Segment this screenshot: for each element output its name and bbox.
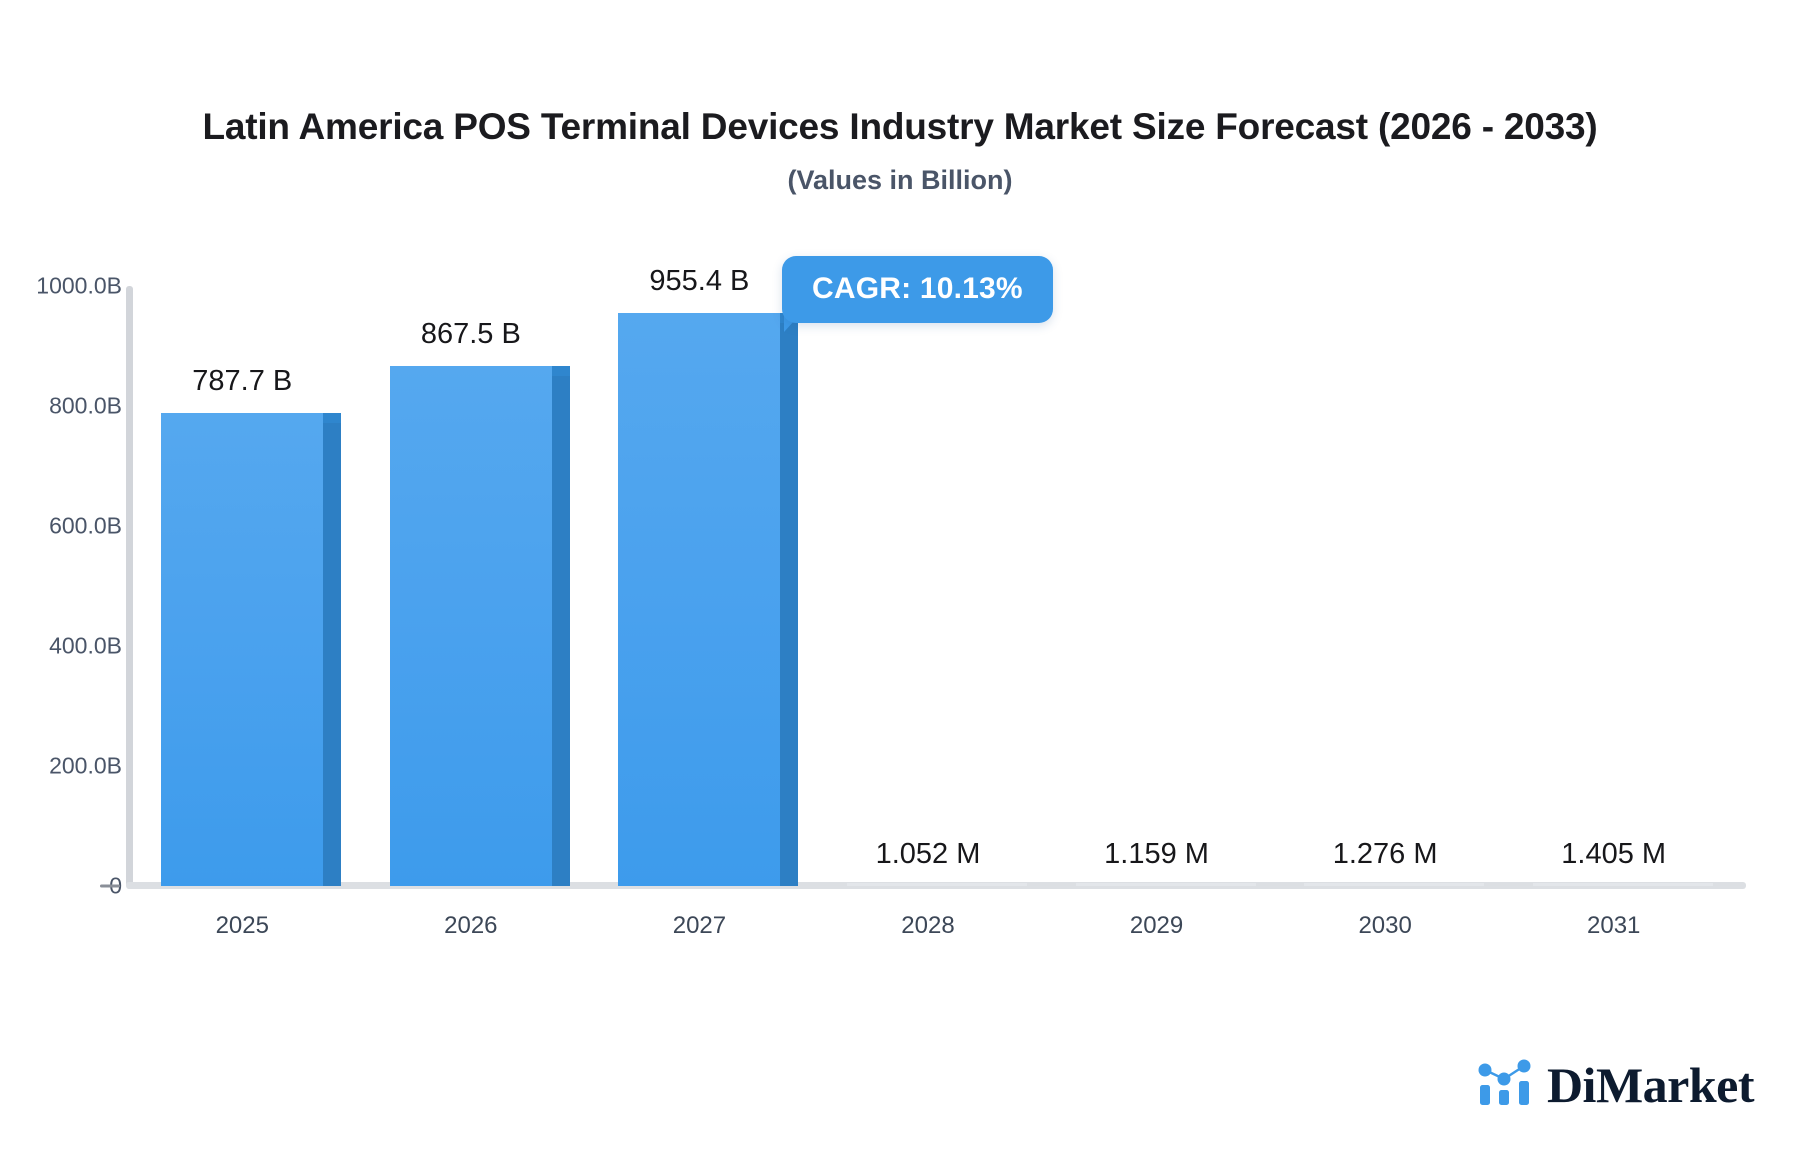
- brand-name: DiMarket: [1546, 1056, 1755, 1113]
- bar[interactable]: [1532, 883, 1713, 886]
- bar-chart-logo-icon: [1477, 1057, 1533, 1112]
- y-axis-tick-label: 800.0B: [49, 392, 122, 419]
- x-axis-tick-label: 2028: [901, 912, 955, 939]
- bar-side-3d: [323, 423, 342, 886]
- x-axis-tick-label: 2031: [1587, 912, 1641, 939]
- bar-top-3d: [323, 413, 342, 424]
- brand-logo: DiMarket: [1477, 1056, 1755, 1113]
- x-axis-tick-label: 2030: [1358, 912, 1412, 939]
- bar-value-label: 1.405 M: [1561, 837, 1667, 870]
- bar-top-3d: [551, 365, 570, 376]
- bar-value-label: 787.7 B: [192, 365, 293, 398]
- bar[interactable]: [1304, 883, 1485, 886]
- x-axis-tick-label: 2027: [672, 912, 727, 939]
- bar[interactable]: [847, 883, 1027, 886]
- bar-value-label: 1.052 M: [875, 837, 981, 870]
- chart-subtitle: (Values in Billion): [787, 165, 1013, 195]
- bar-value-label: 1.276 M: [1332, 837, 1438, 870]
- bar[interactable]: [389, 365, 570, 886]
- bar-value-label: 867.5 B: [420, 317, 521, 350]
- bar-side-3d: [780, 322, 799, 886]
- y-axis-zero-tick: [100, 884, 120, 888]
- plot-area: [128, 286, 1728, 886]
- bar[interactable]: [1075, 883, 1256, 886]
- x-axis-tick-label: 2029: [1129, 912, 1184, 939]
- x-axis-tick-label: 2026: [444, 912, 498, 939]
- bar-value-label: 1.159 M: [1104, 837, 1209, 870]
- bar-value-label: 955.4 B: [649, 264, 750, 297]
- bar[interactable]: [161, 413, 342, 886]
- y-axis-tick-label: 1000.0B: [36, 272, 122, 299]
- bar-face: [389, 365, 552, 886]
- y-axis-line: [126, 286, 133, 887]
- bar[interactable]: [618, 312, 799, 886]
- bar-face: [161, 413, 324, 886]
- y-axis-tick-label: 600.0B: [49, 512, 122, 539]
- x-axis-tick-label: 2025: [215, 912, 269, 939]
- chart-title: Latin America POS Terminal Devices Indus…: [202, 106, 1598, 147]
- cagr-badge: CAGR: 10.13%: [782, 256, 1053, 323]
- y-axis-tick-label: 400.0B: [49, 632, 122, 659]
- bar-side-3d: [551, 375, 570, 886]
- bar-face: [618, 312, 781, 886]
- y-axis-tick-label: 200.0B: [49, 752, 122, 779]
